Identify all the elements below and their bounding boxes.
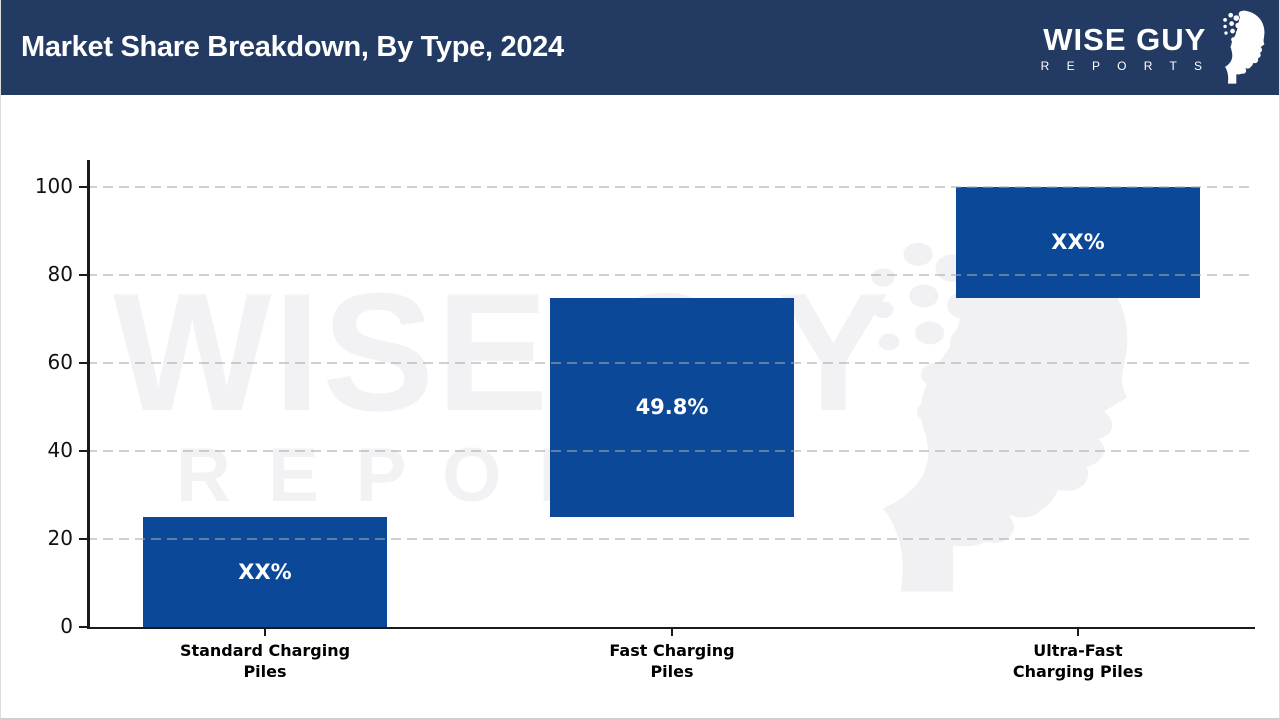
y-tick-label: 20 [47, 526, 73, 550]
y-tick-label: 40 [47, 438, 73, 462]
y-tick-label: 60 [47, 350, 73, 374]
x-category-label: Ultra-Fast Charging Piles [1012, 641, 1144, 681]
brand-face-icon [1223, 10, 1265, 84]
gridline [87, 450, 1255, 452]
brand-logo: WISE GUY R E P O R T S [1041, 6, 1271, 90]
y-tick-mark [79, 626, 87, 628]
bar-value-label: XX% [1051, 230, 1105, 255]
gridline [87, 186, 1255, 188]
x-category-label: Standard Charging Piles [179, 641, 351, 681]
y-tick-mark [79, 450, 87, 452]
x-tick-mark [1077, 629, 1079, 636]
x-category-label: Fast Charging Piles [609, 641, 735, 681]
bar: XX% [956, 187, 1200, 298]
x-tick-mark [671, 629, 673, 636]
y-tick-label: 100 [34, 174, 73, 198]
y-tick-mark [79, 362, 87, 364]
bar: 49.8% [550, 297, 794, 517]
y-tick-mark [79, 274, 87, 276]
gridline [87, 274, 1255, 276]
y-tick-mark [79, 538, 87, 540]
bar-value-label: 49.8% [635, 395, 709, 420]
gridline [87, 538, 1255, 540]
y-axis-spine [87, 160, 90, 629]
brand-name: WISE GUY [1043, 22, 1207, 57]
bar: XX% [143, 517, 387, 627]
header: Market Share Breakdown, By Type, 2024 WI… [1, 0, 1279, 95]
y-tick-mark [79, 186, 87, 188]
x-axis-spine [87, 626, 1255, 629]
y-tick-label: 0 [60, 614, 73, 638]
y-tick-label: 80 [47, 262, 73, 286]
bar-value-label: XX% [238, 560, 292, 584]
brand-subtitle: R E P O R T S [1040, 59, 1209, 73]
brand-logo-text: WISE GUY R E P O R T S [1040, 22, 1209, 74]
chart-title: Market Share Breakdown, By Type, 2024 [21, 31, 564, 63]
x-tick-mark [264, 629, 266, 636]
gridline [87, 362, 1255, 364]
